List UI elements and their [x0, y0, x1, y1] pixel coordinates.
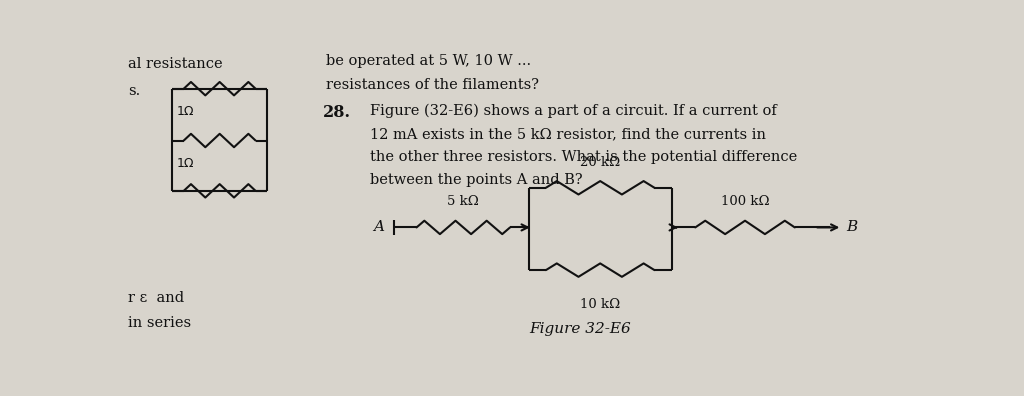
Text: 28.: 28. — [323, 104, 350, 121]
Text: resistances of the filaments?: resistances of the filaments? — [327, 78, 540, 92]
Text: Figure 32-E6: Figure 32-E6 — [529, 322, 631, 336]
Text: B: B — [846, 221, 857, 234]
Text: in series: in series — [128, 316, 191, 330]
Text: the other three resistors. What is the potential difference: the other three resistors. What is the p… — [370, 150, 798, 164]
Text: 100 kΩ: 100 kΩ — [721, 194, 769, 208]
Text: be operated at 5 W, 10 W ...: be operated at 5 W, 10 W ... — [327, 53, 531, 68]
Text: 5 kΩ: 5 kΩ — [447, 194, 479, 208]
Text: Figure (32-E6) shows a part of a circuit. If a current of: Figure (32-E6) shows a part of a circuit… — [370, 104, 777, 118]
Text: s.: s. — [128, 84, 140, 98]
Text: 10 kΩ: 10 kΩ — [581, 297, 621, 310]
Text: 1Ω: 1Ω — [176, 157, 194, 170]
Text: between the points A and B?: between the points A and B? — [370, 173, 583, 187]
Text: r ε  and: r ε and — [128, 291, 184, 305]
Text: 12 mA exists in the 5 kΩ resistor, find the currents in: 12 mA exists in the 5 kΩ resistor, find … — [370, 127, 766, 141]
Text: A: A — [374, 221, 384, 234]
Text: al resistance: al resistance — [128, 57, 222, 70]
Text: 20 kΩ: 20 kΩ — [581, 156, 621, 169]
Text: 1Ω: 1Ω — [176, 105, 194, 118]
